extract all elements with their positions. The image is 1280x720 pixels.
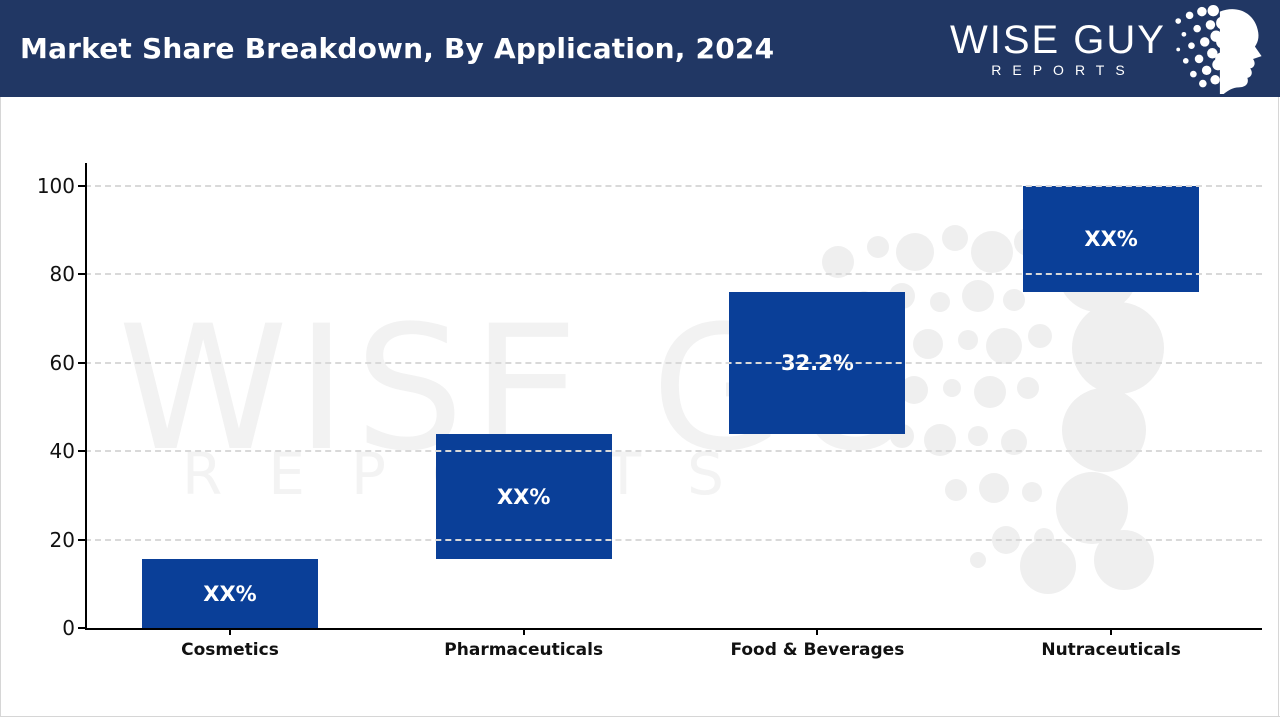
gridline-60 — [85, 361, 1262, 364]
y-tick-mark — [78, 450, 85, 453]
y-axis-tick-label: 40 — [49, 439, 75, 464]
x-axis-label: Cosmetics — [181, 640, 279, 660]
y-axis-tick-label: 80 — [49, 262, 75, 287]
gridline-40 — [85, 450, 1262, 453]
y-axis-tick-label: 20 — [49, 527, 75, 552]
x-tick-mark — [1110, 628, 1113, 635]
gridline-20 — [85, 538, 1262, 541]
y-axis-line — [85, 163, 87, 630]
x-tick-mark — [522, 628, 525, 635]
x-axis-label: Pharmaceuticals — [444, 640, 604, 660]
x-axis-label: Food & Beverages — [730, 640, 905, 660]
y-axis-tick-label: 100 — [36, 174, 75, 198]
header-bar: Market Share Breakdown, By Application, … — [0, 0, 1280, 97]
logo-subtitle: REPORTS — [991, 62, 1136, 78]
bar-value-label: XX% — [203, 581, 257, 606]
bar-cosmetics: XX% — [142, 559, 318, 628]
y-axis-tick-label: 60 — [49, 350, 75, 375]
y-tick-mark — [78, 185, 85, 187]
bar-value-label: XX% — [1084, 227, 1138, 252]
frame-left-border — [0, 97, 1, 717]
x-tick-mark — [816, 628, 819, 635]
gridline-100 — [85, 185, 1262, 187]
logo-wordmark: WISE GUY — [949, 18, 1166, 62]
x-axis-label: Nutraceuticals — [1041, 640, 1181, 660]
x-tick-mark — [229, 628, 231, 635]
y-tick-mark — [78, 538, 85, 541]
y-tick-mark — [78, 273, 85, 276]
bar-nutraceuticals: XX% — [1023, 186, 1200, 293]
logo-text: WISE GUY REPORTS — [950, 19, 1166, 78]
bar-pharmaceuticals: XX% — [435, 434, 612, 560]
page-title: Market Share Breakdown, By Application, … — [20, 32, 775, 65]
logo: WISE GUY REPORTS — [950, 4, 1266, 94]
y-tick-mark — [78, 627, 85, 629]
gridline-80 — [85, 273, 1262, 276]
frame-bottom-border — [0, 716, 1280, 717]
x-axis-line — [85, 628, 1262, 630]
y-tick-mark — [78, 361, 85, 364]
y-axis-tick-label: 0 — [62, 616, 75, 640]
frame-right-border — [1278, 97, 1279, 717]
bar-value-label: XX% — [496, 484, 551, 509]
logo-head-icon — [1175, 4, 1262, 94]
